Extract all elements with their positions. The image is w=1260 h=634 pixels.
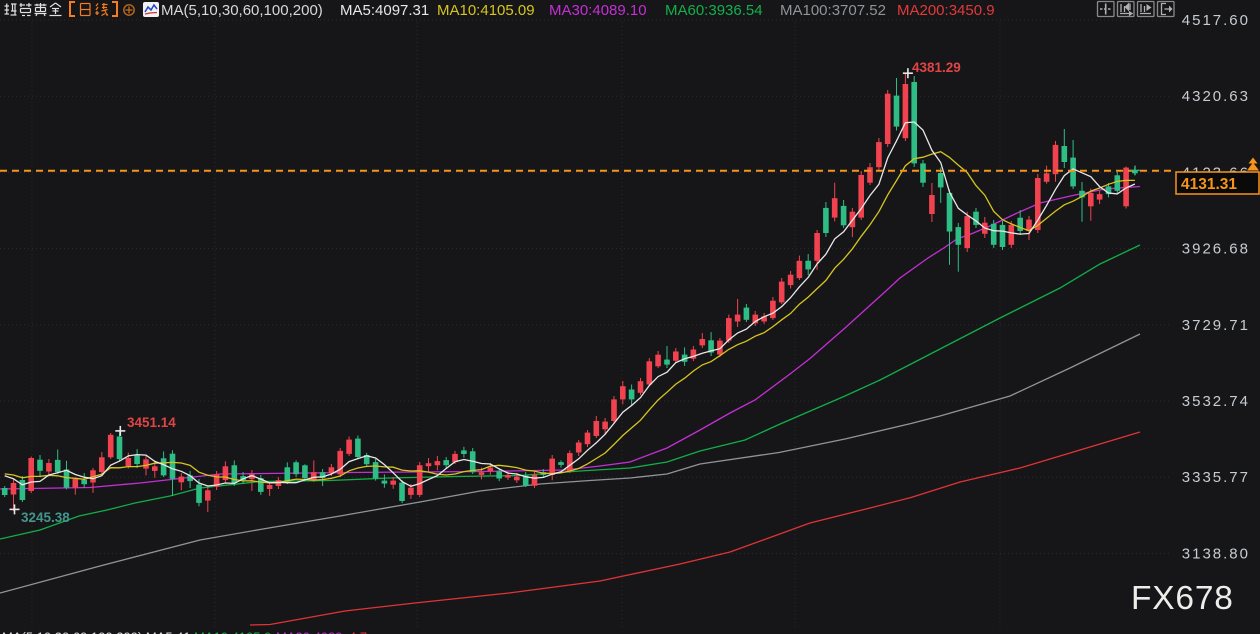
svg-text:MA100:3707.52: MA100:3707.52 [780,2,886,19]
svg-text:3729.71: 3729.71 [1182,317,1250,334]
svg-text:FX678: FX678 [1131,580,1234,617]
svg-text:MA10:4105.09: MA10:4105.09 [437,2,535,19]
svg-text:3926.68: 3926.68 [1182,241,1250,258]
svg-text:MA200:3450.9: MA200:3450.9 [897,2,995,19]
svg-text:MA30:4089: MA30:4089 [276,630,343,634]
svg-text:3451.14: 3451.14 [127,415,176,430]
svg-text:3532.74: 3532.74 [1182,393,1250,410]
svg-text:4131.31: 4131.31 [1181,176,1237,193]
svg-text:MA10:4105.9: MA10:4105.9 [194,630,271,634]
svg-text:MA5:4097.31: MA5:4097.31 [340,2,429,19]
svg-text:4517.60: 4517.60 [1182,12,1250,29]
svg-text:3245.38: 3245.38 [21,510,70,525]
svg-text:MA(5,10,30,60,100,200) MA5:41: MA(5,10,30,60,100,200) MA5:41 [2,630,191,634]
svg-text:3138.80: 3138.80 [1182,545,1250,562]
svg-text:4.7: 4.7 [349,630,367,634]
svg-text:MA60:3936.54: MA60:3936.54 [665,2,763,19]
svg-text:4320.63: 4320.63 [1182,88,1250,105]
svg-text:MA(5,10,30,60,100,200): MA(5,10,30,60,100,200) [161,2,323,19]
svg-text:4381.29: 4381.29 [912,60,961,75]
svg-text:MA30:4089.10: MA30:4089.10 [549,2,647,19]
svg-text:3335.77: 3335.77 [1182,469,1250,486]
